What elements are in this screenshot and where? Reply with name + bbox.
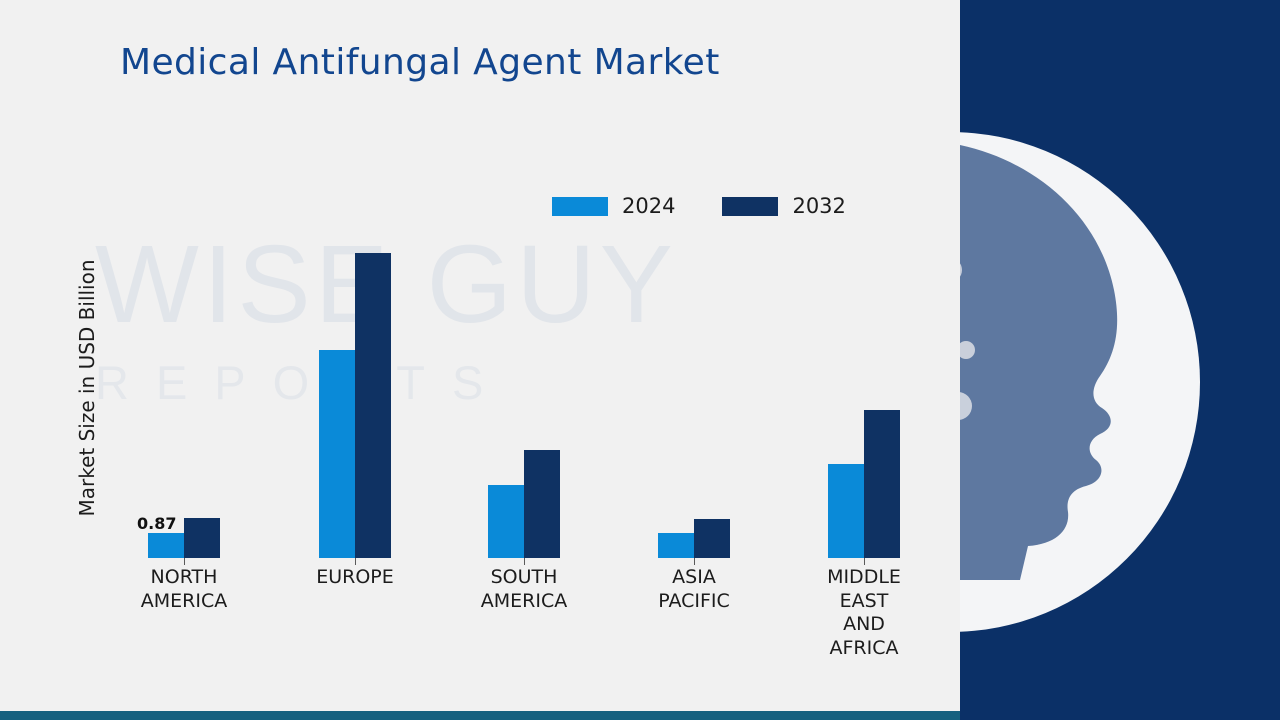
x-axis-tick-4 bbox=[864, 558, 865, 565]
plot-area: NORTH AMERICA EUROPE SOUTH AMERICA ASIA PAC… bbox=[118, 253, 938, 659]
legend-item-2032[interactable]: 2032 bbox=[722, 194, 846, 218]
brand-panel: WISE GUY R E P O R T S bbox=[960, 0, 1280, 720]
page-title: Medical Antifungal Agent Market bbox=[120, 42, 720, 83]
legend-label-2024: 2024 bbox=[622, 194, 676, 218]
x-axis-label-2: SOUTH AMERICA bbox=[480, 566, 568, 612]
brain-dots-pattern bbox=[960, 263, 975, 420]
bar-2032-0[interactable] bbox=[184, 518, 220, 558]
legend-swatch-2032 bbox=[722, 196, 779, 216]
data-label-0: 0.87 bbox=[137, 514, 177, 533]
head-profile-icon bbox=[960, 145, 1118, 580]
bar-2024-2[interactable] bbox=[488, 485, 524, 558]
bar-2024-4[interactable] bbox=[828, 464, 864, 558]
bar-2032-2[interactable] bbox=[524, 450, 560, 558]
bar-2032-4[interactable] bbox=[864, 410, 900, 558]
bar-2032-1[interactable] bbox=[355, 253, 391, 558]
bar-2024-1[interactable] bbox=[319, 350, 355, 558]
legend-swatch-2024 bbox=[552, 196, 608, 216]
chart-legend: 2024 2032 bbox=[552, 194, 846, 218]
x-axis-tick-0 bbox=[184, 558, 185, 565]
x-axis-label-4: MIDDLE EAST AND AFRICA bbox=[827, 566, 901, 659]
x-axis-tick-3 bbox=[694, 558, 695, 565]
x-axis-label-3: ASIA PACIFIC bbox=[658, 566, 730, 612]
bar-2024-0[interactable] bbox=[148, 533, 184, 558]
legend-label-2032: 2032 bbox=[792, 194, 846, 218]
legend-item-2024[interactable]: 2024 bbox=[552, 194, 675, 218]
x-axis-tick-1 bbox=[355, 558, 356, 565]
bottom-accent-strip bbox=[0, 711, 960, 720]
bar-2024-3[interactable] bbox=[658, 533, 694, 558]
x-axis-label-0: NORTH AMERICA bbox=[140, 566, 228, 612]
x-axis-label-1: EUROPE bbox=[316, 566, 394, 588]
x-axis-tick-2 bbox=[524, 558, 525, 565]
bar-2032-3[interactable] bbox=[694, 519, 730, 558]
x-axis-baseline bbox=[118, 558, 938, 559]
